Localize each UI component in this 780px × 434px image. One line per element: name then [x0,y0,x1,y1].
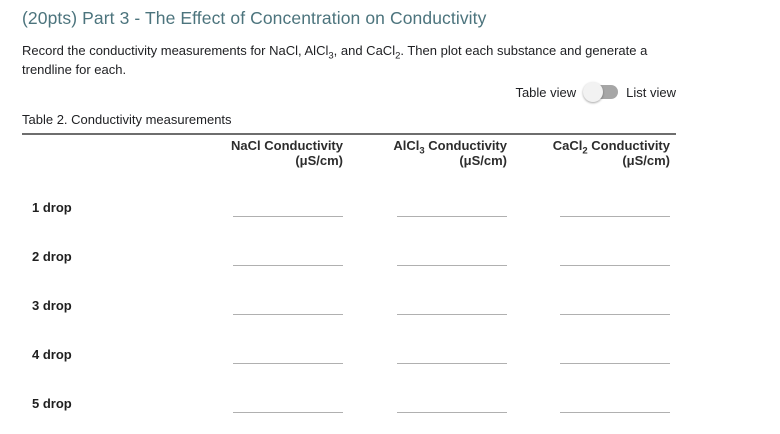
conductivity-input-alcl3-4drop[interactable] [397,346,507,364]
list-view-label: List view [626,84,676,100]
conductivity-table: NaCl Conductivity (μS/cm) AlCl3 Conducti… [22,133,676,413]
conductivity-input-nacl-2drop[interactable] [233,248,343,266]
table-row: 5 drop [22,364,670,413]
instructions-part: Record the conductivity measurements for… [22,43,329,58]
conductivity-input-alcl3-1drop[interactable] [397,199,507,217]
conductivity-input-alcl3-3drop[interactable] [397,297,507,315]
conductivity-input-cacl2-2drop[interactable] [560,248,670,266]
table-caption: Table 2. Conductivity measurements [22,112,232,127]
page-content: (20pts) Part 3 - The Effect of Concentra… [22,8,676,413]
conductivity-input-cacl2-4drop[interactable] [560,346,670,364]
row-label: 4 drop [32,347,72,362]
table-row: 1 drop [22,168,670,217]
conductivity-input-nacl-4drop[interactable] [233,346,343,364]
column-unit: (μS/cm) [459,152,507,168]
column-header-cacl2: CaCl2 Conductivity (μS/cm) [507,138,670,168]
column-unit: (μS/cm) [622,152,670,168]
table-header-row: NaCl Conductivity (μS/cm) AlCl3 Conducti… [22,138,670,168]
table-view-label: Table view [515,84,577,100]
table-row: 2 drop [22,217,670,266]
view-toggle-row: Table view List view [22,82,676,102]
instructions-part: , and CaCl [333,43,396,58]
row-label: 1 drop [32,200,72,215]
column-header-nacl: NaCl Conductivity (μS/cm) [179,138,343,168]
conductivity-input-nacl-5drop[interactable] [233,395,343,413]
row-label: 5 drop [32,396,72,411]
view-toggle-switch[interactable] [583,82,619,102]
table-row: 4 drop [22,315,670,364]
conductivity-input-alcl3-2drop[interactable] [397,248,507,266]
toggle-thumb-icon [583,82,604,102]
instructions-subscript: 2 [395,50,401,62]
conductivity-input-cacl2-5drop[interactable] [560,395,670,413]
table-row: 3 drop [22,266,670,315]
instructions-text: Record the conductivity measurements for… [22,41,676,79]
column-header-alcl3: AlCl3 Conductivity (μS/cm) [343,138,507,168]
column-unit: (μS/cm) [295,152,343,168]
page-title: (20pts) Part 3 - The Effect of Concentra… [22,8,487,28]
row-label: 2 drop [32,249,72,264]
conductivity-input-alcl3-5drop[interactable] [397,395,507,413]
conductivity-input-cacl2-1drop[interactable] [560,199,670,217]
instructions-part: . Then plot each substance and generate … [22,43,648,77]
row-label: 3 drop [32,298,72,313]
conductivity-input-nacl-1drop[interactable] [233,199,343,217]
conductivity-input-cacl2-3drop[interactable] [560,297,670,315]
instructions-subscript: 3 [328,50,334,62]
column-header-empty [22,139,179,168]
conductivity-input-nacl-3drop[interactable] [233,297,343,315]
